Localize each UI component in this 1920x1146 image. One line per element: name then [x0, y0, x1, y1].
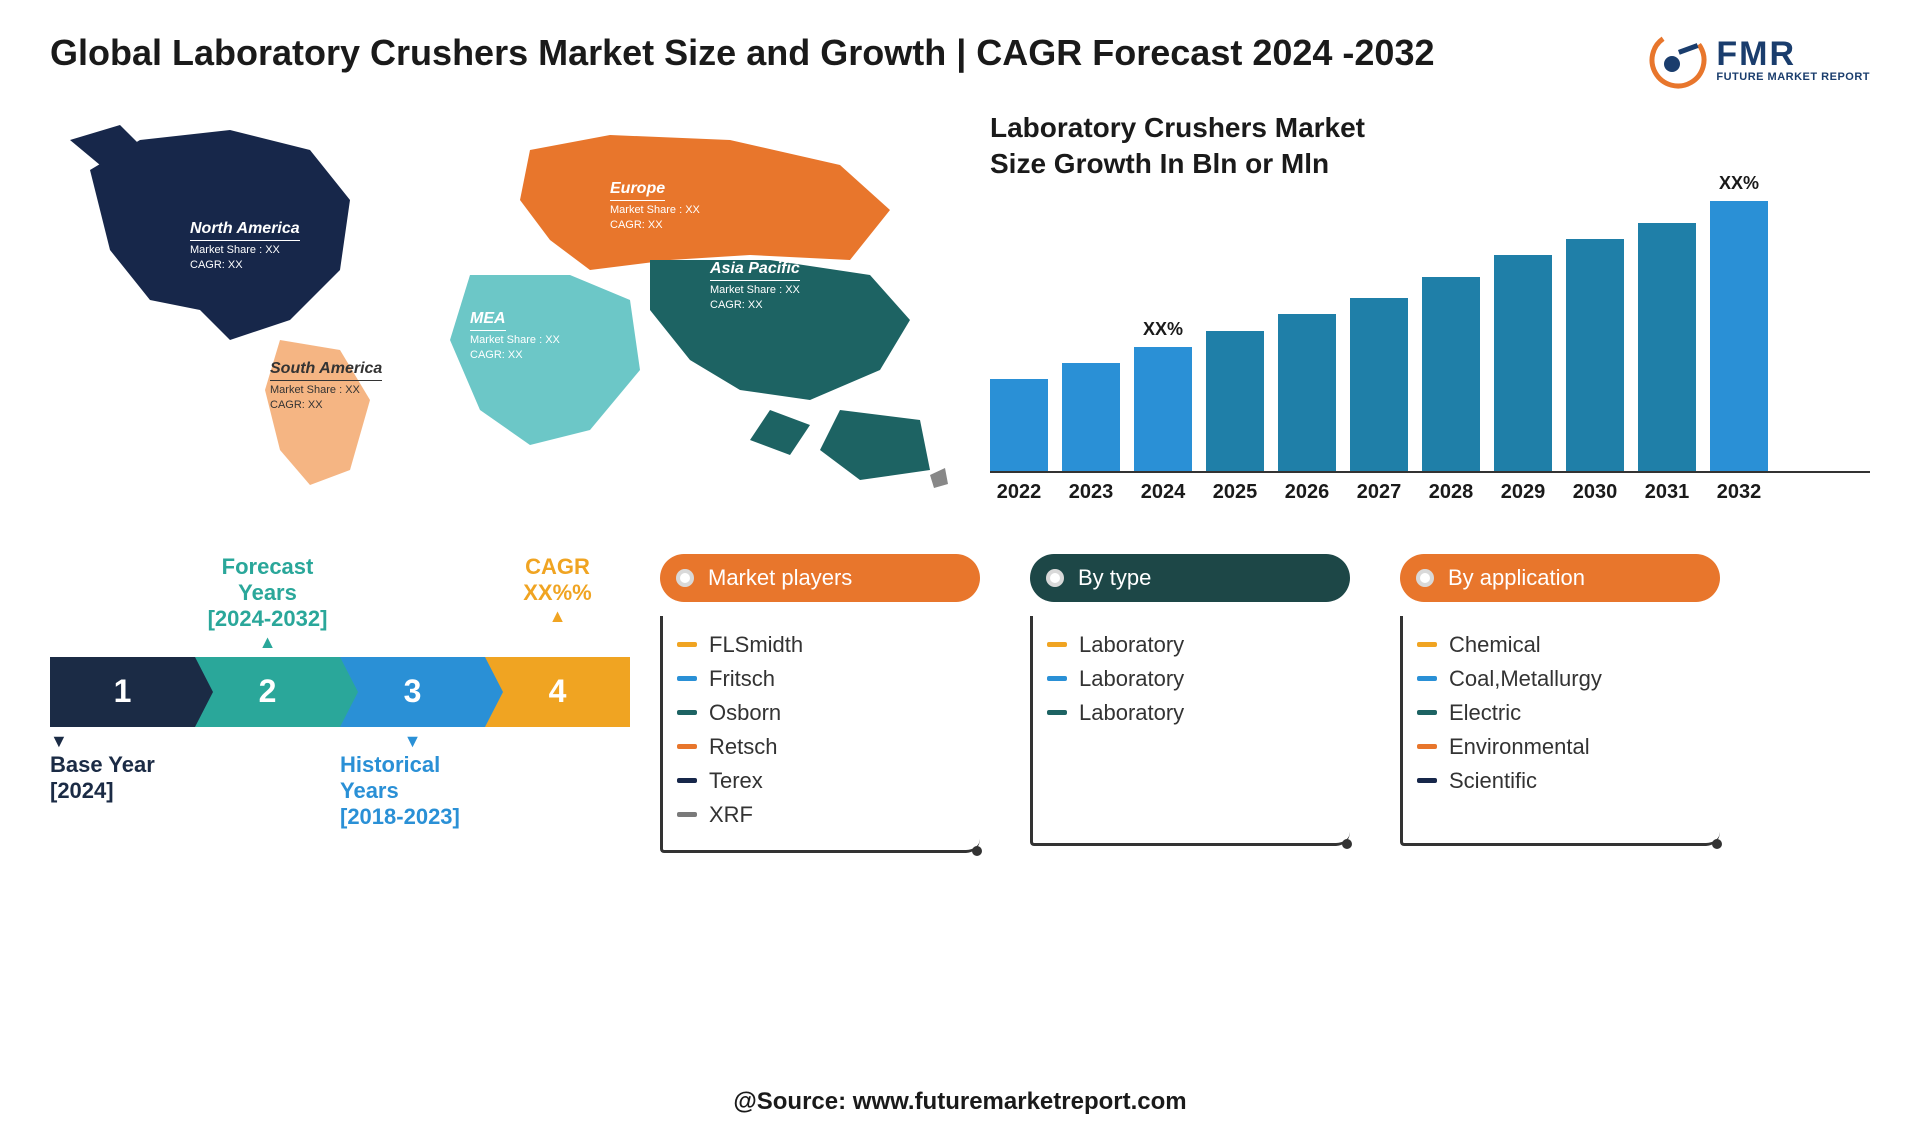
tl-base-label: ▼ Base Year [2024]	[50, 731, 195, 830]
dash-icon	[677, 710, 697, 715]
tl-cagr-label: CAGR XX%% ▲	[485, 554, 630, 653]
list-item: Osborn	[677, 696, 972, 730]
bar-2032: XX%	[1710, 201, 1768, 471]
tl-forecast-label: Forecast Years [2024-2032] ▲	[195, 554, 340, 653]
dash-icon	[1417, 710, 1437, 715]
fmr-logo: FMR FUTURE MARKET REPORT	[1648, 30, 1870, 90]
list-item: Laboratory	[1047, 662, 1342, 696]
page-title: Global Laboratory Crushers Market Size a…	[50, 30, 1435, 77]
bar-marker: XX%	[1719, 173, 1759, 194]
dash-icon	[677, 642, 697, 647]
info-col-0: Market players FLSmidthFritschOsbornRets…	[660, 554, 980, 853]
map-svg	[50, 110, 950, 490]
triangle-up-icon: ▲	[485, 606, 630, 627]
region-label-sa: South AmericaMarket Share : XXCAGR: XX	[270, 360, 382, 414]
year-label: 2023	[1062, 481, 1120, 504]
dash-icon	[1417, 676, 1437, 681]
year-label: 2025	[1206, 481, 1264, 504]
list-item: Scientific	[1417, 764, 1712, 798]
list-item: Coal,Metallurgy	[1417, 662, 1712, 696]
region-label-mea: MEAMarket Share : XXCAGR: XX	[470, 310, 560, 364]
pill-title: By type	[1078, 565, 1151, 591]
logo-text-fmr: FMR	[1716, 37, 1870, 71]
dash-icon	[677, 676, 697, 681]
triangle-up-icon: ▲	[195, 632, 340, 653]
timeline-seg-1: 1	[50, 657, 195, 727]
triangle-down-icon: ▼	[50, 731, 195, 752]
pill-title: By application	[1448, 565, 1585, 591]
bar-chart: Laboratory Crushers Market Size Growth I…	[990, 110, 1870, 504]
pill-header: Market players	[660, 554, 980, 602]
bar-2022	[990, 379, 1048, 471]
timeline-seg-4: 4	[485, 657, 630, 727]
bar-marker: XX%	[1143, 319, 1183, 340]
dash-icon	[1047, 676, 1067, 681]
pill-title: Market players	[708, 565, 852, 591]
pill-header: By type	[1030, 554, 1350, 602]
year-label: 2027	[1350, 481, 1408, 504]
list-frame: ChemicalCoal,MetallurgyElectricEnvironme…	[1400, 616, 1720, 846]
triangle-down-icon: ▼	[340, 731, 485, 752]
logo-text-sub: FUTURE MARKET REPORT	[1716, 71, 1870, 83]
chart-title: Laboratory Crushers Market Size Growth I…	[990, 110, 1410, 183]
timeline-seg-3: 3	[340, 657, 485, 727]
bar-2028	[1422, 277, 1480, 471]
bar-2024: XX%	[1134, 347, 1192, 471]
list-item: Fritsch	[677, 662, 972, 696]
year-label: 2026	[1278, 481, 1336, 504]
region-label-ap: Asia PacificMarket Share : XXCAGR: XX	[710, 260, 800, 314]
bar-2031	[1638, 223, 1696, 471]
dash-icon	[677, 812, 697, 817]
list-item: XRF	[677, 798, 972, 832]
year-label: 2024	[1134, 481, 1192, 504]
region-nz	[930, 468, 948, 488]
dot-icon	[1046, 569, 1064, 587]
source-line: @Source: www.futuremarketreport.com	[733, 1088, 1186, 1116]
list-item: Environmental	[1417, 730, 1712, 764]
dot-icon	[676, 569, 694, 587]
region-label-na: North AmericaMarket Share : XXCAGR: XX	[190, 220, 300, 274]
info-col-1: By type LaboratoryLaboratoryLaboratory	[1030, 554, 1350, 853]
timeline: Forecast Years [2024-2032] ▲ CAGR XX%% ▲…	[50, 554, 630, 830]
list-item: Retsch	[677, 730, 972, 764]
dot-icon	[1416, 569, 1434, 587]
world-map: North AmericaMarket Share : XXCAGR: XX So…	[50, 110, 950, 490]
year-label: 2022	[990, 481, 1048, 504]
year-label: 2031	[1638, 481, 1696, 504]
year-label: 2029	[1494, 481, 1552, 504]
region-label-eu: EuropeMarket Share : XXCAGR: XX	[610, 180, 700, 234]
info-col-2: By application ChemicalCoal,MetallurgyEl…	[1400, 554, 1720, 853]
dash-icon	[677, 744, 697, 749]
dash-icon	[677, 778, 697, 783]
list-item: FLSmidth	[677, 628, 972, 662]
list-item: Laboratory	[1047, 696, 1342, 730]
list-item: Laboratory	[1047, 628, 1342, 662]
list-frame: LaboratoryLaboratoryLaboratory	[1030, 616, 1350, 846]
bar-2027	[1350, 298, 1408, 471]
logo-icon	[1648, 30, 1708, 90]
bar-2025	[1206, 331, 1264, 471]
list-item: Terex	[677, 764, 972, 798]
year-label: 2028	[1422, 481, 1480, 504]
dash-icon	[1417, 778, 1437, 783]
bar-2023	[1062, 363, 1120, 471]
region-eu	[520, 135, 890, 270]
year-label: 2030	[1566, 481, 1624, 504]
timeline-seg-2: 2	[195, 657, 340, 727]
tl-historical-label: ▼ Historical Years [2018-2023]	[340, 731, 485, 830]
list-item: Electric	[1417, 696, 1712, 730]
bar-2030	[1566, 239, 1624, 471]
pill-header: By application	[1400, 554, 1720, 602]
year-label: 2032	[1710, 481, 1768, 504]
dash-icon	[1047, 710, 1067, 715]
dash-icon	[1417, 642, 1437, 647]
dash-icon	[1047, 642, 1067, 647]
bar-2029	[1494, 255, 1552, 471]
dash-icon	[1417, 744, 1437, 749]
list-frame: FLSmidthFritschOsbornRetschTerexXRF	[660, 616, 980, 853]
list-item: Chemical	[1417, 628, 1712, 662]
bar-2026	[1278, 314, 1336, 471]
